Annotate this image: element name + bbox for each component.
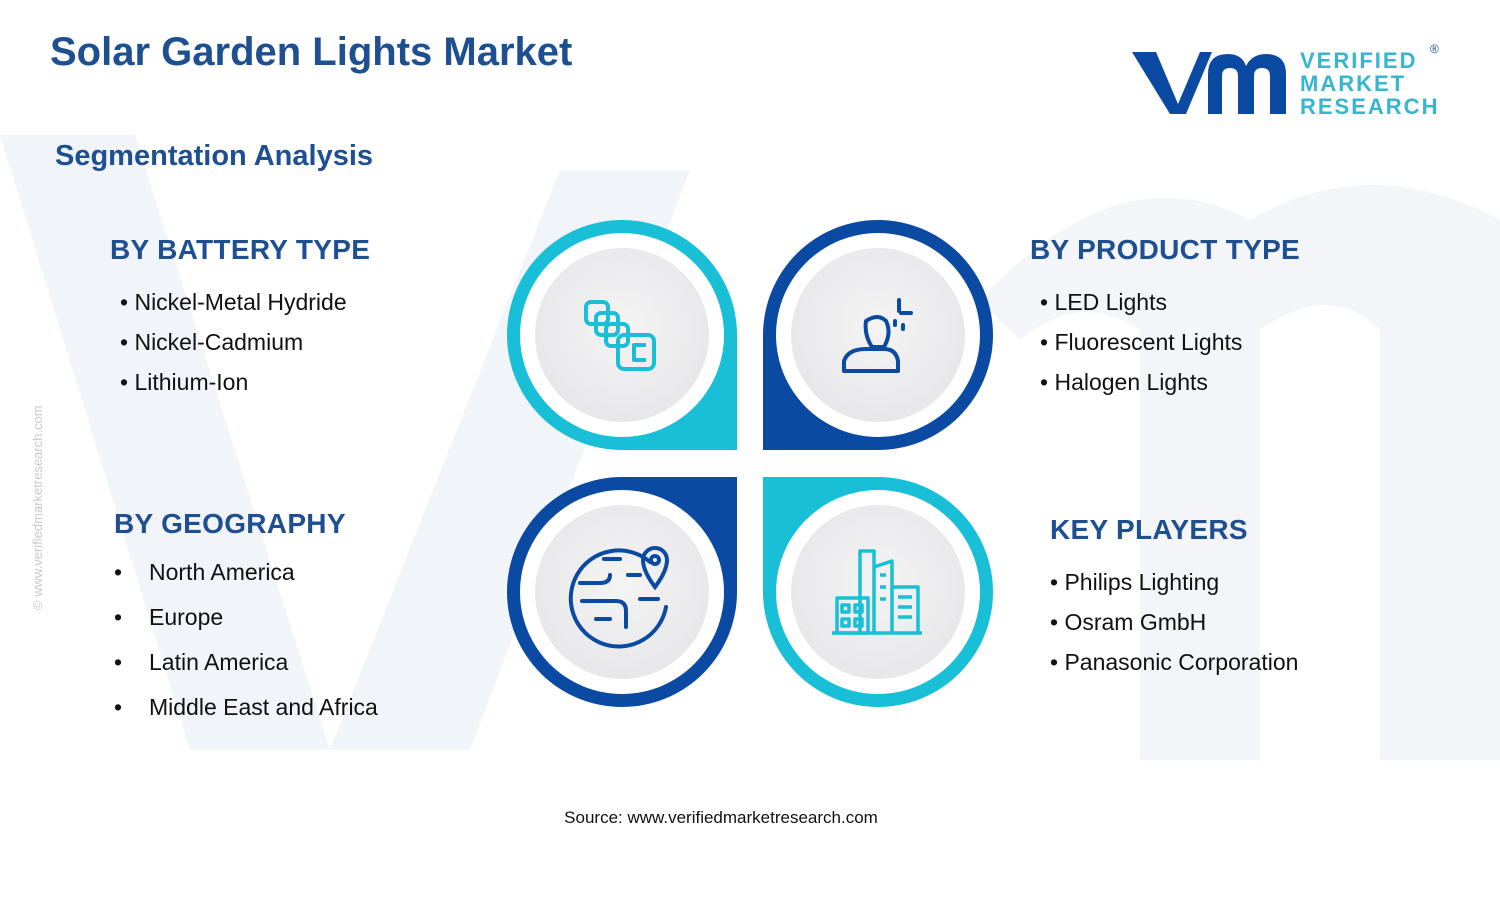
players-petal: [763, 477, 993, 707]
list-item: • Europe: [114, 604, 224, 630]
list-item: • Latin America: [114, 649, 289, 675]
list-item: • Fluorescent Lights: [1040, 329, 1243, 355]
key-players-heading: KEY PLAYERS: [1050, 514, 1248, 545]
key-players-list: • Philips Lighting • Osram GmbH • Panaso…: [1050, 568, 1298, 688]
list-item: • Panasonic Corporation: [1050, 649, 1299, 675]
list-item: • Nickel-Metal Hydride: [120, 289, 347, 315]
geography-heading: BY GEOGRAPHY: [114, 508, 346, 539]
list-item: • Lithium-Ion: [120, 369, 249, 395]
vmr-logo-mark: [1132, 52, 1286, 114]
list-item: • Middle East and Africa: [114, 694, 378, 720]
battery-cells-icon: [584, 300, 656, 371]
segment-quadrant-graphic: [507, 220, 993, 707]
registered-mark: ®: [1430, 42, 1439, 56]
page-title: Solar Garden Lights Market: [50, 30, 573, 74]
battery-type-list: • Nickel-Metal Hydride • Nickel-Cadmium …: [120, 288, 347, 408]
source-caption: Source: www.verifiedmarketresearch.com: [564, 808, 878, 827]
buildings-icon: [832, 549, 922, 635]
globe-pin-icon: [568, 545, 670, 649]
logo-text-line1: VERIFIED: [1300, 48, 1418, 73]
list-item: • LED Lights: [1040, 289, 1167, 315]
list-item: • Halogen Lights: [1040, 369, 1208, 395]
list-item: • Philips Lighting: [1050, 569, 1220, 595]
list-item: • North America: [114, 559, 295, 585]
geography-petal: [507, 477, 737, 707]
product-type-heading: BY PRODUCT TYPE: [1030, 234, 1301, 265]
list-item: • Osram GmbH: [1050, 609, 1207, 635]
side-watermark-url: © www.verifiedmarketresearch.com: [30, 405, 45, 610]
logo-text-line3: RESEARCH: [1300, 94, 1440, 119]
geography-list: • North America • Europe • Latin America • M…: [114, 558, 378, 738]
section-subtitle: Segmentation Analysis: [55, 140, 374, 172]
battery-type-heading: BY BATTERY TYPE: [110, 234, 371, 265]
product-type-list: • LED Lights • Fluorescent Lights • Halo…: [1040, 288, 1242, 408]
product-petal: [763, 220, 993, 450]
person-sparkle-icon: [842, 298, 913, 373]
list-item: • Nickel-Cadmium: [120, 329, 304, 355]
logo-text-line2: MARKET: [1300, 71, 1407, 96]
